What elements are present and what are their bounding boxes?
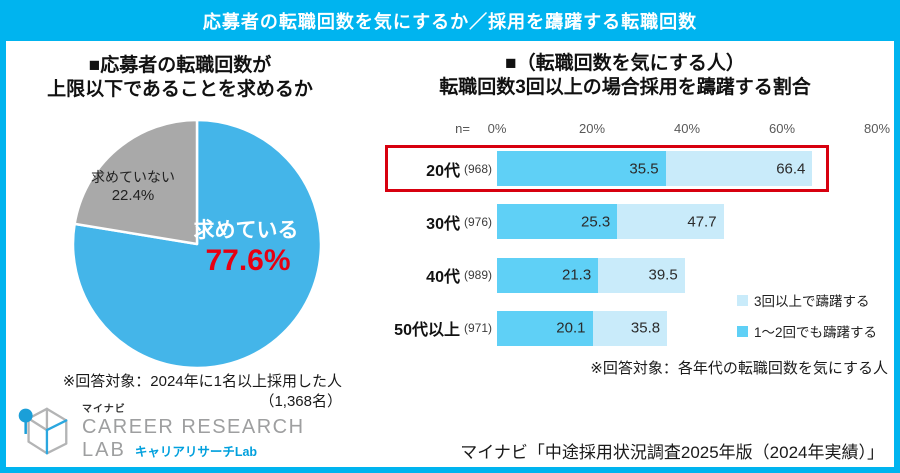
segment-hesitate-1-2-times: 20.1 [497,310,593,346]
logo-pin-ball [18,408,33,423]
stacked-bar: 25.3 47.7 [497,204,724,240]
category-label: 50代以上 (971) [385,306,492,351]
legend-swatch [737,294,748,306]
bar-row-2: 40代 (989) 21.3 39.5 [385,253,897,298]
logo-text: マイナビ CAREER RESEARCH LAB キャリアリサーチLab [82,403,305,462]
bar-row-1: 30代 (976) 25.3 47.7 [385,199,897,244]
sample-size: (968) [463,161,492,176]
bar-title-line2: 転職回数3回以上の場合採用を躊躇する割合 [439,77,811,99]
total-value: 35.8 [630,319,661,337]
pie-slice-label: 求めていない [91,169,175,185]
bar-row-3: 50代以上 (971) 20.1 35.8 [385,306,897,351]
pie-footnote: ※回答対象：2024年に1名以上採用した人 （1,368名） [30,372,342,413]
segment-hesitate-3plus-times: 39.5 [598,257,685,293]
logo-cube-icon [18,407,68,455]
segment-hesitate-1-2-times: 21.3 [497,257,599,293]
segment-hesitate-3plus-times: 35.8 [592,310,668,346]
legend-item-1: 1～2回でも躊躇する [737,321,877,341]
total-value: 39.5 [648,266,678,284]
page-title: 応募者の転職回数を気にするか／採用を躊躇する転職回数 [202,11,698,32]
bar-chart-title: ■（転職回数を気にする人） 転職回数3回以上の場合採用を躊躇する割合 [395,52,855,101]
bar-row-0: 20代 (968) 35.5 66.4 [385,146,897,191]
x-tick-1: 20% [578,121,606,136]
n-equals-label: n= [455,121,470,136]
pie-slice-0 [71,118,323,370]
segment-value: 35.5 [629,160,659,177]
pie-label-not-required: 求めていない 22.4% [83,168,183,206]
x-tick-4: 80% [863,121,891,136]
category-label: 30代 (976) [385,199,492,244]
title-bar: 応募者の転職回数を気にするか／採用を躊躇する転職回数 [0,0,900,41]
x-tick-3: 60% [768,121,796,136]
sample-size: (976) [463,214,492,229]
category-text: 20代 [426,162,460,180]
category-text: 40代 [426,269,460,287]
segment-hesitate-3plus-times: 47.7 [617,204,724,240]
stacked-bar: 21.3 39.5 [497,257,685,293]
segment-value: 20.1 [556,319,586,337]
pie-svg [71,118,323,370]
pie-title-line1: ■応募者の転職回数が [88,55,272,76]
logo-brand-mynavi: マイナビ [82,403,126,415]
pie-label-required: 求めている [193,219,299,242]
legend-swatch [737,325,748,337]
bar-footnote: ※回答対象：各年代の転職回数を気にする人 [590,360,888,377]
segment-hesitate-1-2-times: 35.5 [497,151,666,186]
frame-border-bottom [0,467,900,473]
logo-lab: LAB [82,439,126,462]
source-citation: マイナビ「中途採用状況調査2025年版（2024年実績）」 [460,443,884,462]
category-label: 20代 (968) [385,146,492,191]
x-tick-2: 40% [673,121,701,136]
logo-career-research-lab-jp: キャリアリサーチLab [134,445,258,460]
total-value: 47.7 [687,213,717,231]
category-label: 40代 (989) [385,253,492,298]
career-research-lab-logo: マイナビ CAREER RESEARCH LAB キャリアリサーチLab [16,404,305,462]
pie-value-required: 77.6% [205,244,291,277]
total-value: 66.4 [776,160,806,177]
segment-value: 25.3 [580,213,611,231]
pie-slice-value: 22.4% [111,187,155,205]
sample-size: (971) [463,321,492,336]
stacked-bar: 35.5 66.4 [497,151,813,186]
sample-size: (989) [463,268,492,283]
stacked-bar: 20.1 35.8 [497,310,668,346]
x-tick-0: 0% [487,121,507,136]
legend-label: 3回以上で躊躇する [754,294,870,309]
segment-hesitate-1-2-times: 25.3 [497,204,618,240]
pie-chart: 求めていない 22.4% 求めている 77.6% [70,117,324,371]
logo-career-research: CAREER RESEARCH [82,416,305,439]
pie-footnote-line2: （1,368名） [259,393,342,411]
pie-footnote-line1: ※回答対象：2024年に1名以上採用した人 [62,373,342,390]
pie-title-line2: 上限以下であることを求めるか [47,79,313,101]
segment-hesitate-3plus-times: 66.4 [665,151,813,186]
bar-title-line1: ■（転職回数を気にする人） [505,53,745,74]
category-text: 50代以上 [394,322,460,340]
segment-value: 21.3 [561,266,592,284]
category-text: 30代 [426,215,460,233]
frame-border-left [0,41,6,473]
pie-chart-title: ■応募者の転職回数が 上限以下であることを求めるか [25,54,335,103]
frame-border-right [894,41,900,473]
pie-slice-1 [73,118,199,246]
legend-label: 1～2回でも躊躇する [754,325,878,340]
bar-chart-legend: 3回以上で躊躇する 1～2回でも躊躇する [737,290,877,352]
legend-item-0: 3回以上で躊躇する [737,290,877,310]
